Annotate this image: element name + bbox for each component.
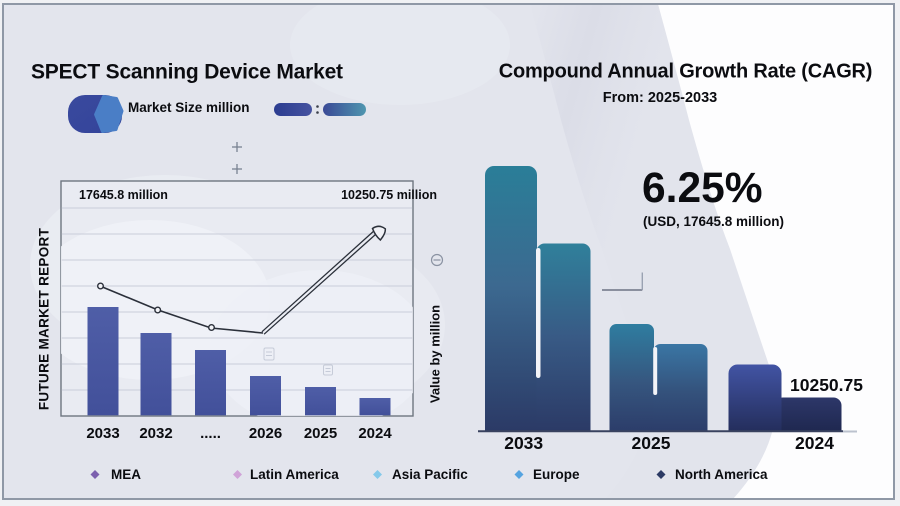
svg-text:2024: 2024 <box>795 433 834 453</box>
svg-text:6.25%: 6.25% <box>642 165 763 212</box>
svg-text:.....: ..... <box>200 425 221 442</box>
svg-text:MEA: MEA <box>111 467 141 482</box>
svg-text:2025: 2025 <box>304 425 337 442</box>
svg-text:From: 2025-2033: From: 2025-2033 <box>603 90 717 106</box>
svg-text:Compound Annual Growth Rate (C: Compound Annual Growth Rate (CAGR) <box>499 61 873 83</box>
svg-text:Europe: Europe <box>533 467 580 482</box>
svg-text:17645.8 million: 17645.8 million <box>79 188 168 202</box>
svg-text:SPECT Scanning Device Market: SPECT Scanning Device Market <box>31 61 343 84</box>
svg-text:Latin America: Latin America <box>250 467 339 482</box>
svg-text:10250.75 million: 10250.75 million <box>341 188 437 202</box>
svg-text:2033: 2033 <box>504 433 543 453</box>
svg-text:Asia Pacific: Asia Pacific <box>392 467 468 482</box>
svg-text:FUTURE MARKET REPORT: FUTURE MARKET REPORT <box>37 227 52 410</box>
svg-text:2033: 2033 <box>86 425 119 442</box>
svg-text:Market Size million: Market Size million <box>128 100 250 115</box>
svg-text:2026: 2026 <box>249 425 282 442</box>
svg-text:2025: 2025 <box>632 433 671 453</box>
svg-text:10250.75: 10250.75 <box>790 375 863 395</box>
svg-text:(USD, 17645.8 million): (USD, 17645.8 million) <box>643 214 784 229</box>
svg-text:2024: 2024 <box>358 425 392 442</box>
svg-text:Value by million: Value by million <box>427 305 442 403</box>
svg-text:2032: 2032 <box>139 425 172 442</box>
svg-text:North America: North America <box>675 467 768 482</box>
